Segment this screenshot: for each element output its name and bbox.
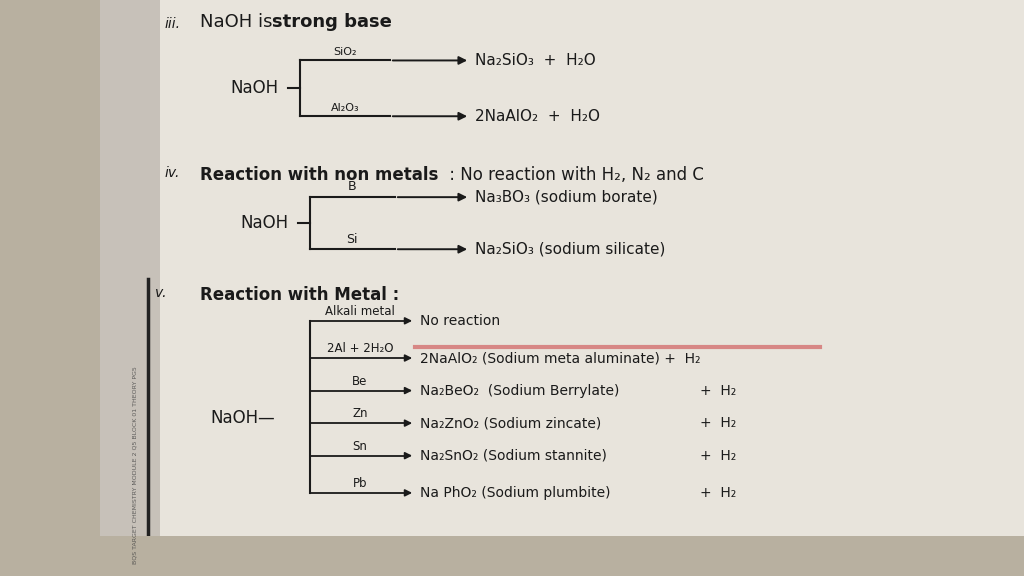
Text: Na₂SiO₃ (sodium silicate): Na₂SiO₃ (sodium silicate)	[475, 242, 666, 257]
Text: : No reaction with H₂, N₂ and C: : No reaction with H₂, N₂ and C	[444, 165, 703, 184]
Text: 2NaAlO₂ (Sodium meta aluminate) +  H₂: 2NaAlO₂ (Sodium meta aluminate) + H₂	[420, 351, 700, 365]
Text: NaOH is: NaOH is	[200, 13, 279, 31]
Text: +  H₂: + H₂	[700, 449, 736, 463]
Text: Reaction with non metals: Reaction with non metals	[200, 165, 438, 184]
Text: Be: Be	[352, 375, 368, 388]
Text: Na₃BO₃ (sodium borate): Na₃BO₃ (sodium borate)	[475, 190, 657, 204]
Text: 2Al + 2H₂O: 2Al + 2H₂O	[327, 342, 393, 355]
Text: +  H₂: + H₂	[700, 486, 736, 500]
Text: BQS TARGET CHEMISTRY MODULE 2 Q5 BLOCK 01 THEORY PG5: BQS TARGET CHEMISTRY MODULE 2 Q5 BLOCK 0…	[132, 366, 137, 564]
Text: iii.: iii.	[165, 17, 181, 31]
Text: iv.: iv.	[165, 165, 180, 180]
Text: strong base: strong base	[272, 13, 392, 31]
Bar	[100, 0, 160, 536]
Text: Sn: Sn	[352, 440, 368, 453]
Text: Alkali metal: Alkali metal	[325, 305, 395, 318]
Text: No reaction: No reaction	[420, 314, 500, 328]
Text: B: B	[348, 180, 356, 194]
Text: NaOH—: NaOH—	[210, 410, 274, 427]
Text: Na PhO₂ (Sodium plumbite): Na PhO₂ (Sodium plumbite)	[420, 486, 610, 500]
Text: NaOH: NaOH	[240, 214, 288, 232]
Text: v.: v.	[155, 286, 167, 301]
Text: Pb: Pb	[352, 477, 368, 490]
Text: 2NaAlO₂  +  H₂O: 2NaAlO₂ + H₂O	[475, 109, 600, 124]
Text: SiO₂: SiO₂	[333, 47, 356, 56]
Text: NaOH: NaOH	[230, 79, 279, 97]
Text: Na₂SiO₃  +  H₂O: Na₂SiO₃ + H₂O	[475, 53, 596, 68]
Text: +  H₂: + H₂	[700, 416, 736, 430]
Text: Na₂BeO₂  (Sodium Berrylate): Na₂BeO₂ (Sodium Berrylate)	[420, 384, 620, 397]
Text: Zn: Zn	[352, 407, 368, 420]
Text: Si: Si	[346, 233, 357, 245]
Text: +  H₂: + H₂	[700, 384, 736, 397]
Text: Na₂SnO₂ (Sodium stannite): Na₂SnO₂ (Sodium stannite)	[420, 449, 607, 463]
Text: Al₂O₃: Al₂O₃	[331, 103, 359, 112]
Text: Na₂ZnO₂ (Sodium zincate): Na₂ZnO₂ (Sodium zincate)	[420, 416, 601, 430]
Text: Reaction with Metal :: Reaction with Metal :	[200, 286, 399, 305]
